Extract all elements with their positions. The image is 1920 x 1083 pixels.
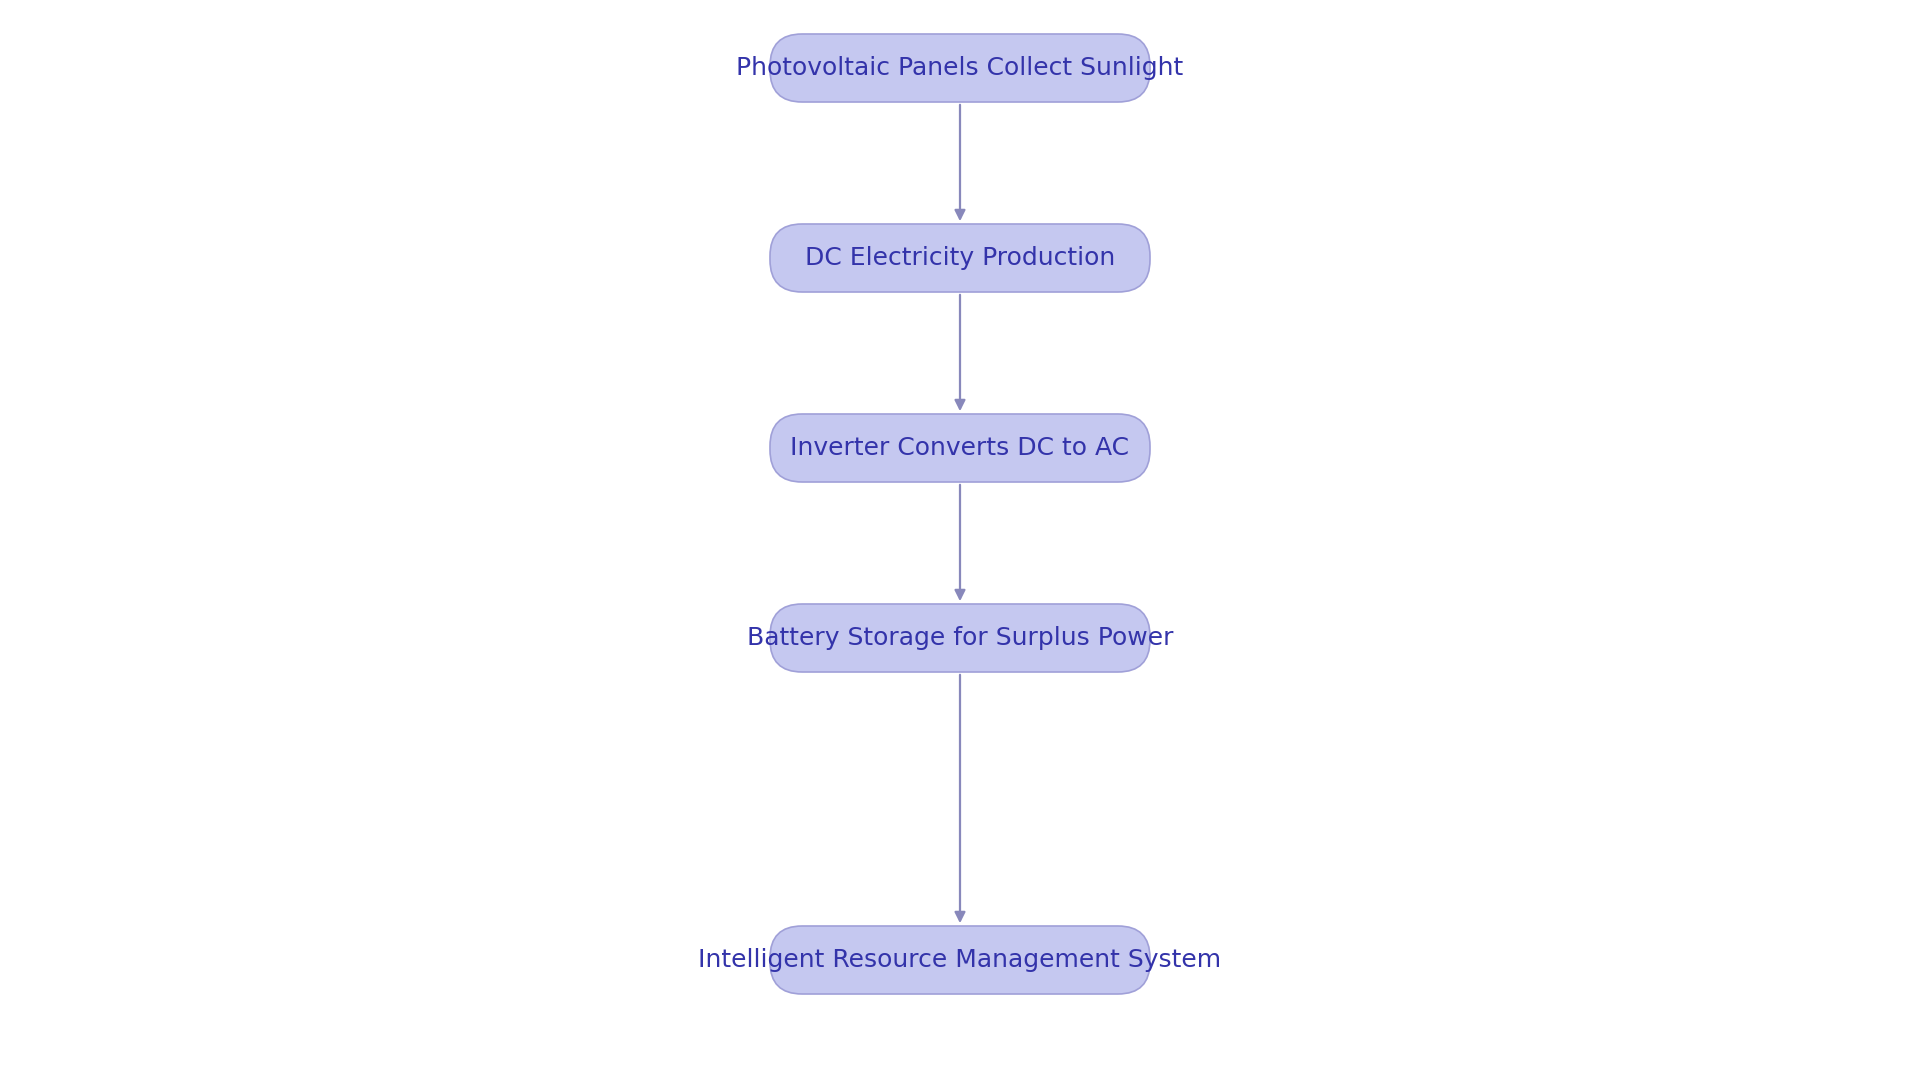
- Text: Photovoltaic Panels Collect Sunlight: Photovoltaic Panels Collect Sunlight: [737, 56, 1183, 80]
- FancyBboxPatch shape: [770, 414, 1150, 482]
- Text: DC Electricity Production: DC Electricity Production: [804, 246, 1116, 270]
- Text: Battery Storage for Surplus Power: Battery Storage for Surplus Power: [747, 626, 1173, 650]
- Text: Intelligent Resource Management System: Intelligent Resource Management System: [699, 948, 1221, 973]
- Text: Inverter Converts DC to AC: Inverter Converts DC to AC: [791, 436, 1129, 460]
- FancyBboxPatch shape: [770, 224, 1150, 292]
- FancyBboxPatch shape: [770, 926, 1150, 994]
- FancyBboxPatch shape: [770, 604, 1150, 671]
- FancyBboxPatch shape: [770, 34, 1150, 102]
